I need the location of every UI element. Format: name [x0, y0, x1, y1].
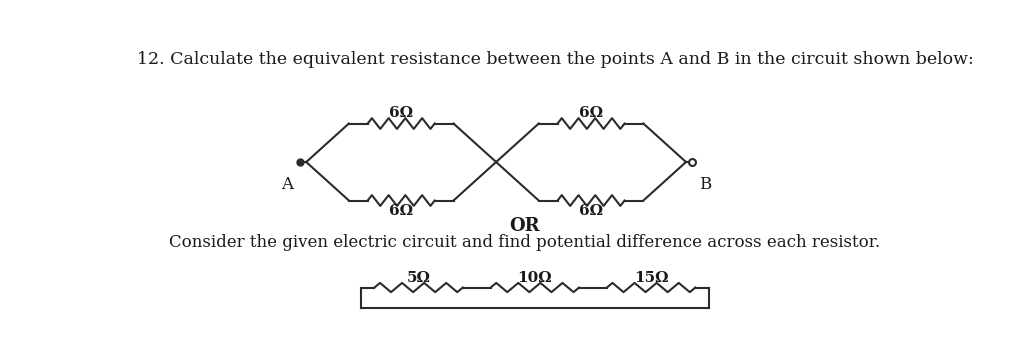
Text: 10Ω: 10Ω	[517, 271, 552, 285]
Text: B: B	[699, 176, 712, 193]
Text: 6Ω: 6Ω	[579, 204, 603, 218]
Text: A: A	[281, 176, 293, 193]
Text: 12. Calculate the equivalent resistance between the points A and B in the circui: 12. Calculate the equivalent resistance …	[137, 51, 974, 68]
Text: 6Ω: 6Ω	[389, 106, 414, 120]
Text: 15Ω: 15Ω	[634, 271, 669, 285]
Text: Consider the given electric circuit and find potential difference across each re: Consider the given electric circuit and …	[169, 233, 881, 251]
Text: 6Ω: 6Ω	[389, 204, 414, 218]
Text: 6Ω: 6Ω	[579, 106, 603, 120]
Text: 5Ω: 5Ω	[407, 271, 430, 285]
Text: OR: OR	[510, 217, 540, 235]
